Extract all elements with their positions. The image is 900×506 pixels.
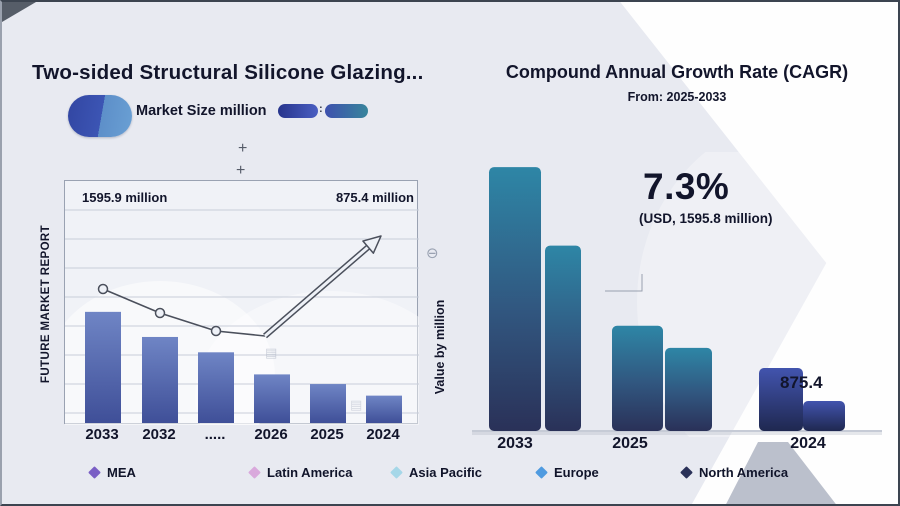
svg-text:▤: ▤ <box>265 345 277 360</box>
y-axis-label-left: FUTURE MARKET REPORT <box>40 224 52 384</box>
x-tick-2033: 2033 <box>85 426 119 443</box>
page-title: Two-sided Structural Silicone Glazing... <box>32 61 424 84</box>
cagr-detail: (USD, 1595.8 million) <box>639 211 773 226</box>
cagr-percentage: 7.3% <box>643 166 730 207</box>
legend-diamond-icon <box>680 466 693 479</box>
legend-item-mea: MEA <box>88 465 136 480</box>
cagr-chart-svg <box>472 152 887 437</box>
x-tick-2024: 2024 <box>366 426 400 443</box>
x-tick-ellipsis: ..... <box>204 426 226 443</box>
ratio-pill-icon <box>325 104 368 118</box>
legend-item-north-america: North America <box>680 465 789 480</box>
market-size-chart: ▤ ▤ <box>64 180 419 425</box>
zoom-out-icon[interactable]: ⊖ <box>426 245 439 262</box>
legend-diamond-icon <box>248 466 261 479</box>
legend-label: Latin America <box>267 465 353 480</box>
x-tick-2025: 2025 <box>310 426 344 443</box>
market-chart-svg: ▤▤ <box>65 209 419 425</box>
x-tick-2026: 2026 <box>254 426 288 443</box>
svg-text:▤: ▤ <box>350 397 362 412</box>
legend-label: North America <box>699 465 789 480</box>
brand-logo-icon <box>68 95 132 137</box>
plus-decoration-icon: + <box>238 140 248 157</box>
cagr-x-tick-2025: 2025 <box>612 435 648 452</box>
cagr-x-tick-2024: 2024 <box>790 435 826 452</box>
legend-diamond-icon <box>535 466 548 479</box>
legend-label: MEA <box>107 465 136 480</box>
legend-item-europe: Europe <box>535 465 599 480</box>
y-axis-label-value-by-million: Value by million <box>433 299 447 395</box>
data-label-2024: 875.4 <box>780 373 823 392</box>
legend-label: Europe <box>554 465 599 480</box>
cagr-title: Compound Annual Growth Rate (CAGR) <box>505 62 849 82</box>
legend-item-asia-pacific: Asia Pacific <box>390 465 482 480</box>
cagr-subtitle: From: 2025-2033 <box>627 90 727 104</box>
ratio-pill-icon <box>278 104 318 118</box>
x-tick-2032: 2032 <box>142 426 176 443</box>
cagr-x-tick-2033: 2033 <box>497 435 533 452</box>
legend-item-latin-america: Latin America <box>248 465 353 480</box>
legend-diamond-icon <box>88 466 101 479</box>
frame-corner <box>2 2 36 22</box>
plus-decoration-icon: + <box>236 162 246 179</box>
annotation-2033-value: 1595.9 million <box>82 190 168 205</box>
legend-diamond-icon <box>390 466 403 479</box>
ratio-separator: : <box>319 103 323 115</box>
legend-label: Asia Pacific <box>409 465 482 480</box>
market-size-label: Market Size million <box>136 103 267 119</box>
annotation-2024-value: 875.4 million <box>335 190 414 205</box>
